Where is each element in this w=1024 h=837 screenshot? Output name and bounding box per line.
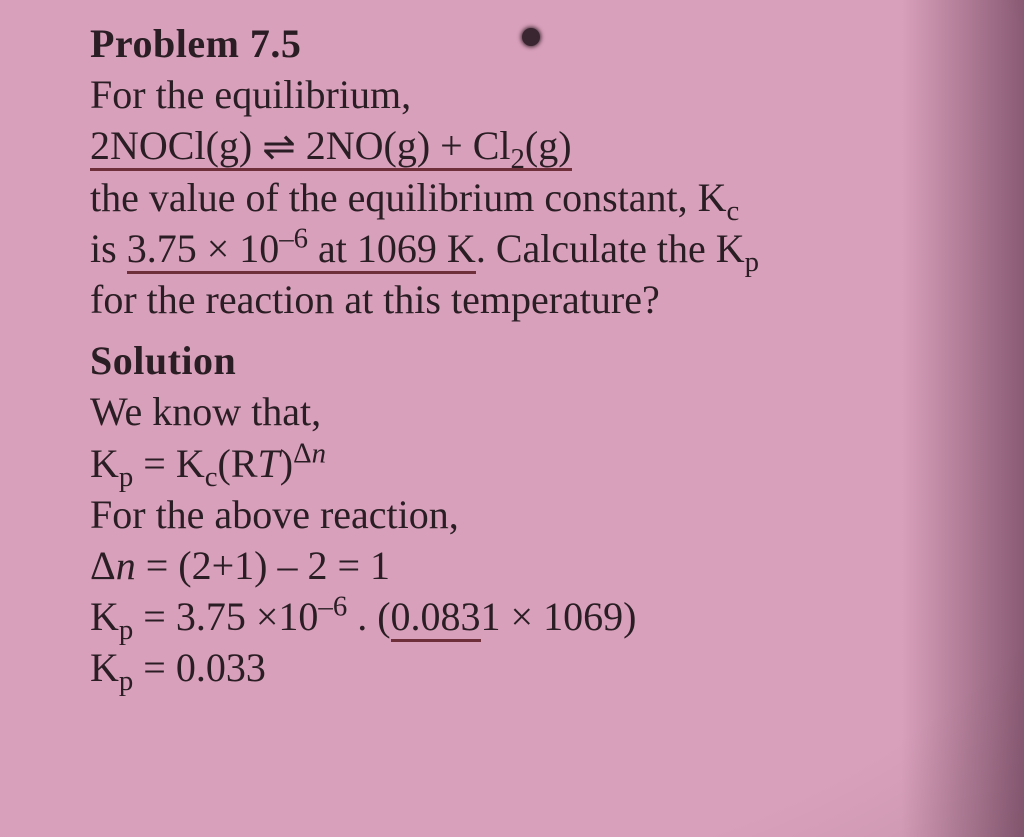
body1-text: the value of the equilibrium constant, K xyxy=(90,175,727,220)
formula-exponent: Δn xyxy=(293,437,326,469)
equation-rhs-sub: 2 xyxy=(511,143,525,175)
kp-calc-mid: = 3.75 ×10 xyxy=(133,594,318,639)
textbook-page: Problem 7.5 For the equilibrium, 2NOCl(g… xyxy=(0,0,1024,837)
formula-eq-kc: = K xyxy=(133,441,204,486)
formula-kp-sub: p xyxy=(119,461,133,493)
body2-pre: is xyxy=(90,226,127,271)
kp-result-val: = 0.033 xyxy=(133,645,266,690)
problem-intro: For the equilibrium, xyxy=(90,69,984,120)
formula-n: n xyxy=(312,437,326,469)
equilibrium-arrow-icon: ⇌ xyxy=(262,121,296,172)
kp-formula: Kp = Kc(RT)Δn xyxy=(90,438,984,489)
formula-T: T xyxy=(258,441,280,486)
problem-body-line-3: for the reaction at this temperature? xyxy=(90,274,984,325)
gas-constant-underlined: 0.083 xyxy=(391,594,481,642)
kp-result-K: K xyxy=(90,645,119,690)
kp-calc-K: K xyxy=(90,594,119,639)
formula-kp-K: K xyxy=(90,441,119,486)
ink-smudge xyxy=(522,28,540,46)
delta-symbol: Δ xyxy=(90,543,116,588)
delta-n-calc: = (2+1) – 2 = 1 xyxy=(136,543,390,588)
kp-result-sub: p xyxy=(119,665,133,697)
equation-rhs-2: (g) xyxy=(525,123,572,168)
kp-calc-post: 1 × 1069) xyxy=(481,594,637,639)
equation-lhs: 2NOCl(g) xyxy=(90,123,252,168)
kp-calc-line: Kp = 3.75 ×10–6 . (0.0831 × 1069) xyxy=(90,591,984,642)
solution-line-2: For the above reaction, xyxy=(90,489,984,540)
kc-value-temp: at 1069 K xyxy=(308,226,476,271)
problem-body-line-2: is 3.75 × 10–6 at 1069 K. Calculate the … xyxy=(90,223,984,274)
delta-n-var: n xyxy=(116,543,136,588)
equilibrium-equation: 2NOCl(g) ⇌ 2NO(g) + Cl2(g) xyxy=(90,120,984,171)
kp-calc-sub: p xyxy=(119,614,133,646)
formula-delta: Δ xyxy=(293,437,312,469)
kc-value-underlined: 3.75 × 10–6 at 1069 K xyxy=(127,226,476,274)
equation-rhs-1: 2NO(g) + Cl xyxy=(306,123,511,168)
formula-open-R: (R xyxy=(218,441,258,486)
problem-body-line-1: the value of the equilibrium constant, K… xyxy=(90,172,984,223)
body1-kc-sub: c xyxy=(727,195,740,227)
formula-close: ) xyxy=(280,441,293,486)
solution-heading: Solution xyxy=(90,335,984,386)
body2-kp-sub: p xyxy=(745,246,759,278)
kp-calc-exp: –6 xyxy=(318,591,347,623)
delta-n-line: Δn = (2+1) – 2 = 1 xyxy=(90,540,984,591)
formula-kc-sub: c xyxy=(205,461,218,493)
body2-post-pre: . Calculate the K xyxy=(476,226,745,271)
kp-calc-dot: . ( xyxy=(347,594,390,639)
solution-line-1: We know that, xyxy=(90,386,984,437)
kp-result-line: Kp = 0.033 xyxy=(90,642,984,693)
kc-value-mantissa: 3.75 × 10 xyxy=(127,226,280,271)
kc-value-exponent: –6 xyxy=(279,222,308,254)
